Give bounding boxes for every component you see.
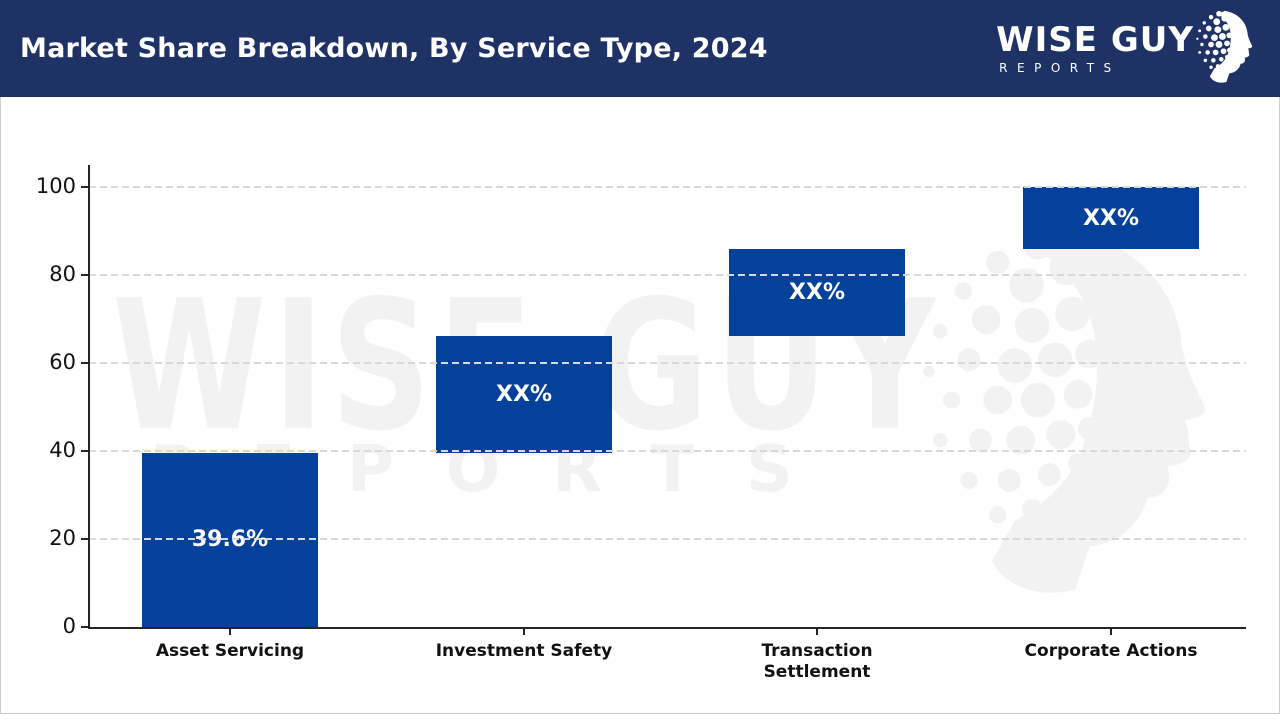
watermark-head-icon [923,230,1205,593]
page-title: Market Share Breakdown, By Service Type,… [20,33,768,64]
x-category-label-corporate-actions: Corporate Actions [1024,641,1198,661]
y-tick-label-0: 0 [62,614,76,638]
x-axis-line [88,627,1246,629]
y-tick-label-60: 60 [49,350,76,374]
logo-wordmark: WISE GUY [996,19,1194,60]
gridline-80 [89,274,1246,276]
bar-investment-safety: XX% [436,336,612,453]
y-tick-mark-20 [81,538,88,540]
bar-corporate-actions: XX% [1023,187,1199,250]
x-tick-mark-corporate-actions [1110,629,1112,635]
y-tick-label-40: 40 [49,438,76,462]
bar-value-label-investment-safety: XX% [496,381,552,407]
y-tick-mark-0 [81,626,88,628]
gridline-40 [89,450,1246,452]
x-category-label-investment-safety: Investment Safety [435,641,613,661]
y-tick-mark-40 [81,450,88,452]
wiseguy-logo: WISE GUY REPORTS [996,9,1260,89]
logo-subtext: REPORTS [999,60,1121,75]
y-tick-label-20: 20 [49,526,76,550]
x-category-label-transaction-settlement: Transaction Settlement [761,641,873,683]
gridline-60 [89,362,1246,364]
x-tick-mark-asset-servicing [229,629,231,635]
gridline-20 [89,538,1246,540]
logo-text: WISE GUY REPORTS [996,23,1194,75]
bar-value-label-corporate-actions: XX% [1083,205,1139,231]
wiseguy-head-icon [1196,10,1253,83]
y-tick-mark-100 [81,186,88,188]
y-axis-line [88,165,90,629]
bar-transaction-settlement: XX% [729,249,905,337]
x-category-label-asset-servicing: Asset Servicing [155,641,305,661]
y-tick-label-80: 80 [49,262,76,286]
header: Market Share Breakdown, By Service Type,… [0,0,1280,97]
y-tick-label-100: 100 [35,174,76,198]
x-tick-mark-transaction-settlement [816,629,818,635]
y-tick-mark-60 [81,362,88,364]
y-tick-mark-80 [81,274,88,276]
x-tick-mark-investment-safety [523,629,525,635]
gridline-100 [89,186,1246,188]
bar-value-label-transaction-settlement: XX% [789,280,845,306]
